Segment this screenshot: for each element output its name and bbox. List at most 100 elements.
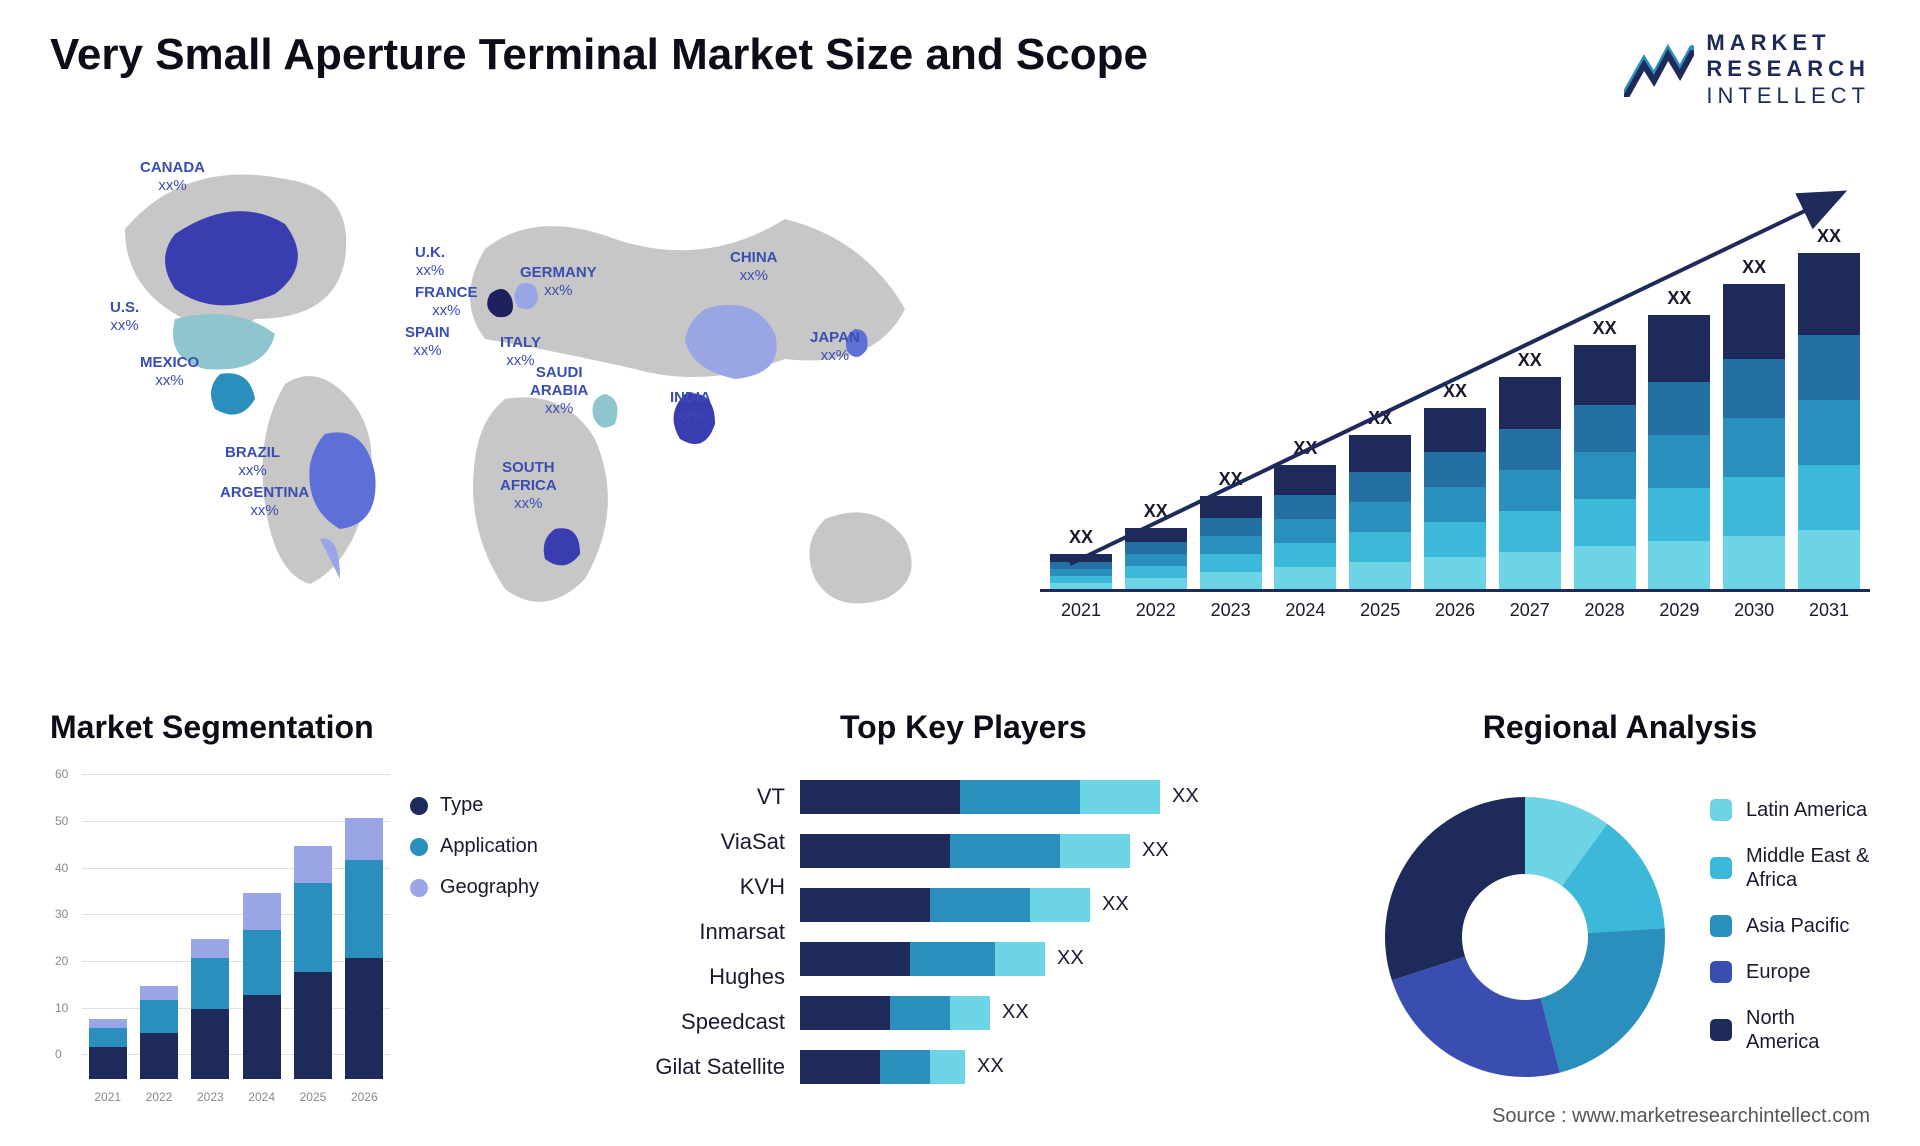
player-value: XX [1002,1001,1029,1024]
regional-title: Regional Analysis [1370,709,1870,746]
seg-year-label: 2025 [300,1090,327,1104]
regional-legend-item: Latin America [1710,798,1870,822]
growth-bar: XX [1274,438,1336,589]
seg-y-tick: 20 [55,954,68,968]
seg-legend-item: Type [410,794,590,817]
map-label: SAUDIARABIAxx% [530,364,588,418]
map-label: SOUTHAFRICAxx% [500,459,557,513]
seg-bar [191,939,229,1079]
growth-year-label: 2029 [1648,600,1710,621]
map-label: FRANCExx% [415,284,478,320]
map-label: SPAINxx% [405,324,450,360]
logo-text: MARKET RESEARCH INTELLECT [1706,30,1870,109]
growth-year-label: 2030 [1723,600,1785,621]
segmentation-legend: TypeApplicationGeography [410,764,590,1109]
seg-year-label: 2026 [351,1090,378,1104]
donut-slice [1541,928,1665,1072]
player-name: Hughes [620,954,800,999]
map-label: INDIAxx% [670,389,711,425]
map-svg [50,139,980,659]
growth-bar-chart: XXXXXXXXXXXXXXXXXXXXXX 20212022202320242… [1040,139,1870,659]
map-label: JAPANxx% [810,329,860,365]
growth-bar: XX [1798,226,1860,589]
bar-value-label: XX [1219,469,1243,490]
regional-donut [1370,782,1680,1092]
player-value: XX [1142,839,1169,862]
bar-value-label: XX [1742,257,1766,278]
bar-value-label: XX [1144,501,1168,522]
donut-slice [1392,956,1560,1077]
seg-y-tick: 0 [55,1047,62,1061]
growth-bar: XX [1723,257,1785,589]
player-name: Inmarsat [620,909,800,954]
bar-value-label: XX [1443,381,1467,402]
page-title: Very Small Aperture Terminal Market Size… [50,30,1148,80]
growth-bar: XX [1200,469,1262,589]
bar-value-label: XX [1069,527,1093,548]
growth-bar: XX [1050,527,1112,589]
seg-year-label: 2021 [94,1090,121,1104]
seg-y-tick: 30 [55,907,68,921]
growth-bar: XX [1125,501,1187,589]
map-label: MEXICOxx% [140,354,199,390]
map-label: U.S.xx% [110,299,139,335]
seg-bar [294,846,332,1079]
player-bar-row: XX [800,774,1340,819]
player-value: XX [1102,893,1129,916]
seg-year-label: 2022 [146,1090,173,1104]
bar-value-label: XX [1368,408,1392,429]
growth-year-label: 2021 [1050,600,1112,621]
segmentation-chart: 0102030405060202120222023202420252026 [50,764,390,1109]
map-label: GERMANYxx% [520,264,597,300]
regional-legend: Latin AmericaMiddle East & AfricaAsia Pa… [1710,798,1870,1076]
segmentation-panel: Market Segmentation 0 10 20 30 40 50 60 2021 202… [50,709,590,1109]
player-value: XX [1172,785,1199,808]
players-panel: VTViaSatKVHInmarsatHughesSpeedcastGilat … [620,764,1340,1089]
map-label: U.K.xx% [415,244,445,280]
brand-logo: MARKET RESEARCH INTELLECT [1624,30,1870,109]
bar-value-label: XX [1667,288,1691,309]
seg-bar [243,893,281,1080]
growth-year-label: 2027 [1499,600,1561,621]
bar-value-label: XX [1817,226,1841,247]
seg-y-tick: 50 [55,814,68,828]
growth-year-label: 2028 [1574,600,1636,621]
player-value: XX [1057,947,1084,970]
seg-legend-item: Geography [410,876,590,899]
player-bar-row: XX [800,936,1340,981]
regional-legend-item: North America [1710,1006,1870,1054]
player-value: XX [977,1055,1004,1078]
growth-year-label: 2024 [1274,600,1336,621]
seg-bar [345,818,383,1079]
segmentation-title: Market Segmentation [50,709,590,746]
seg-year-label: 2024 [248,1090,275,1104]
player-name: VT [620,774,800,819]
world-map: CANADAxx% U.S.xx%MEXICOxx% BRAZILxx% ARGENT… [50,139,980,659]
seg-y-tick: 10 [55,1001,68,1015]
growth-year-label: 2031 [1798,600,1860,621]
growth-year-label: 2023 [1200,600,1262,621]
player-name: ViaSat [620,819,800,864]
seg-y-tick: 40 [55,861,68,875]
growth-bar: XX [1424,381,1486,589]
map-label: CHINAxx% [730,249,778,285]
map-label: CANADAxx% [140,159,205,195]
player-name: Gilat Satellite [620,1044,800,1089]
map-label: ARGENTINAxx% [220,484,309,520]
logo-icon [1624,42,1694,97]
growth-year-label: 2025 [1349,600,1411,621]
growth-bar: XX [1499,350,1561,589]
players-title: Top Key Players [840,709,1087,746]
player-bar-row: XX [800,882,1340,927]
seg-bar [89,1019,127,1080]
donut-slice [1385,797,1525,980]
player-bar-row: XX [800,828,1340,873]
source-text: Source : www.marketresearchintellect.com [1492,1105,1870,1128]
seg-y-tick: 60 [55,767,68,781]
growth-bar: XX [1574,318,1636,589]
bar-value-label: XX [1293,438,1317,459]
growth-bar: XX [1349,408,1411,589]
player-name: KVH [620,864,800,909]
regional-legend-item: Asia Pacific [1710,914,1870,938]
map-label: BRAZILxx% [225,444,280,480]
